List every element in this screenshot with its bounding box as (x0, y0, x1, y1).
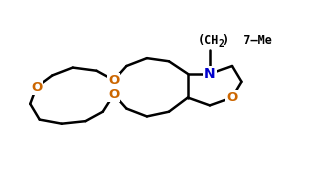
Text: )  7—Me: ) 7—Me (222, 34, 272, 47)
Text: O: O (31, 81, 42, 94)
Text: N: N (204, 67, 216, 81)
Text: O: O (108, 88, 119, 101)
Text: (CH: (CH (198, 34, 219, 47)
Text: O: O (226, 91, 238, 104)
Text: O: O (108, 74, 119, 87)
Text: 2: 2 (219, 39, 224, 49)
